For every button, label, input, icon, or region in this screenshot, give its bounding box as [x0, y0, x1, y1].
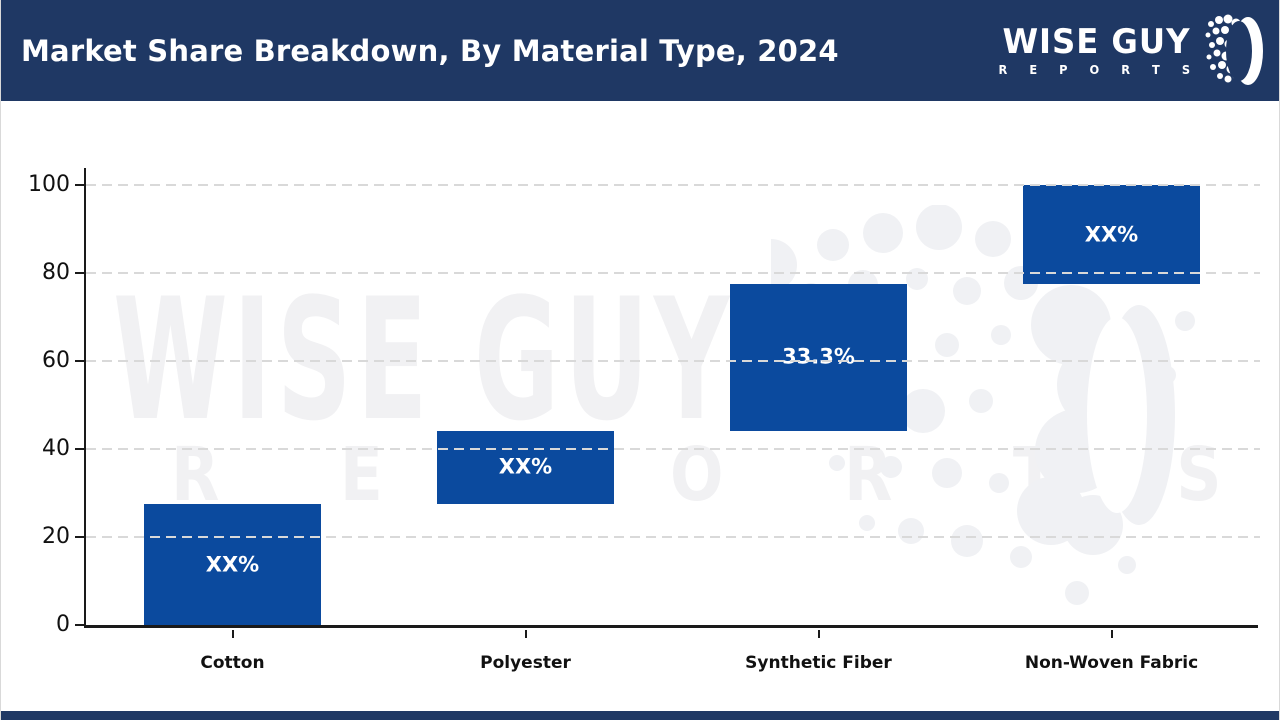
bar-polyester: XX%: [437, 430, 614, 504]
x-tick-mark: [524, 630, 527, 638]
gridline-y100: [86, 184, 1260, 186]
y-tick-mark: [75, 272, 84, 274]
x-tick-mark: [1110, 630, 1113, 638]
bar-non-woven-fabric: XX%: [1023, 185, 1200, 284]
y-tick-label: 60: [42, 348, 70, 373]
header-bar: Market Share Breakdown, By Material Type…: [1, 0, 1279, 101]
plot-area: 0 20 40 60 80 100 XX% Cotton XX% Polyester 33.3% Sy…: [28, 168, 1260, 673]
brand-name: WISE GUY: [1002, 22, 1191, 62]
y-tick-mark: [75, 184, 84, 186]
y-tick-mark: [75, 360, 84, 362]
brand-face-icon: [1205, 14, 1263, 85]
x-category-label: Synthetic Fiber: [745, 653, 892, 673]
y-tick-mark: [75, 448, 84, 450]
gridline-y80: [86, 272, 1260, 274]
gridline-y40: [86, 448, 1260, 450]
brand-logo: WISE GUY R E P O R T S: [983, 14, 1265, 88]
bar-value-label: XX%: [1084, 222, 1139, 247]
y-tick-label: 80: [42, 260, 70, 285]
x-category-label: Non-Woven Fabric: [1024, 653, 1199, 673]
bar-value-label: XX%: [205, 552, 260, 577]
brand-subtitle: R E P O R T S: [998, 63, 1199, 77]
x-category-label: Polyester: [480, 653, 571, 673]
x-tick-mark: [817, 630, 820, 638]
y-tick-mark: [75, 624, 84, 626]
footer-bar: [1, 711, 1279, 720]
bar-synthetic-fiber: 33.3%: [730, 284, 907, 431]
y-tick-mark: [75, 536, 84, 538]
y-tick-label: 0: [56, 612, 70, 637]
x-tick-mark: [231, 630, 234, 638]
chart-title: Market Share Breakdown, By Material Type…: [21, 34, 839, 68]
gridline-y60: [86, 360, 1260, 362]
y-tick-label: 100: [28, 172, 70, 197]
x-category-label: Cotton: [200, 653, 265, 673]
gridline-y20: [86, 536, 1260, 538]
brand-logo-text: WISE GUY R E P O R T S: [994, 24, 1199, 78]
y-tick-label: 40: [42, 436, 70, 461]
bar-cotton: XX%: [144, 504, 321, 625]
bar-value-label: XX%: [498, 454, 553, 479]
y-tick-label: 20: [42, 524, 70, 549]
bar-value-label: 33.3%: [782, 344, 855, 369]
